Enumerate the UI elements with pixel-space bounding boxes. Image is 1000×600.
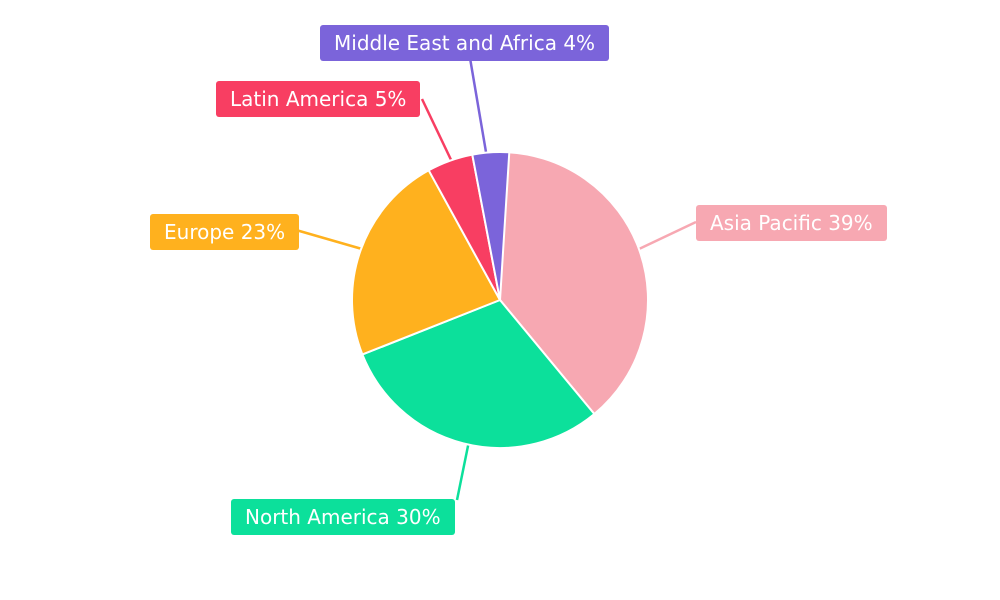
slice-label-europe: Europe 23%: [150, 214, 300, 250]
leader-line-north-america: [455, 440, 471, 501]
slice-label-north-america: North America 30%: [231, 499, 455, 535]
pie-slice-middle-east-africa[interactable]: [471, 150, 511, 301]
leader-line-latin-america: [420, 98, 455, 165]
slice-label-latin-america: Latin America 5%: [216, 81, 421, 117]
leader-lines: [295, 57, 697, 501]
leader-line-europe: [295, 228, 363, 251]
slice-label-asia-pacific: Asia Pacific 39%: [696, 205, 887, 241]
leader-line-middle-east-africa: [468, 57, 489, 159]
pie-slices: [351, 150, 650, 449]
slice-label-middle-east-africa: Middle East and Africa 4%: [320, 25, 610, 61]
leader-line-asia-pacific: [638, 220, 697, 251]
pie-slice-europe[interactable]: [351, 168, 502, 356]
pie-slice-north-america[interactable]: [361, 298, 596, 449]
pie-slice-asia-pacific[interactable]: [499, 150, 650, 416]
